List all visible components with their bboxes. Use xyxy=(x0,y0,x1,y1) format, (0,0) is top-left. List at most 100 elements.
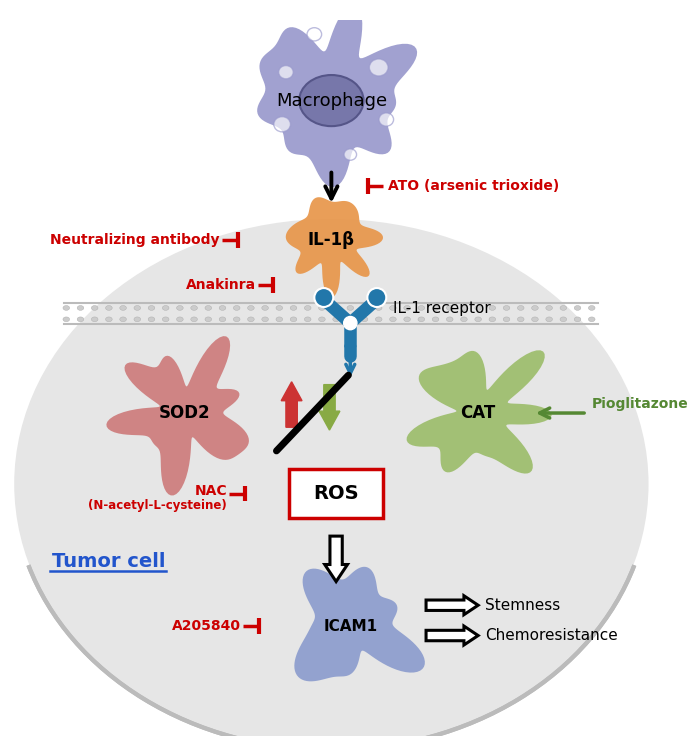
Ellipse shape xyxy=(546,305,552,310)
Ellipse shape xyxy=(307,28,321,41)
Ellipse shape xyxy=(418,305,425,310)
Ellipse shape xyxy=(404,305,410,310)
Ellipse shape xyxy=(344,149,356,160)
Text: Neutralizing antibody: Neutralizing antibody xyxy=(50,233,220,246)
Ellipse shape xyxy=(162,317,169,321)
Text: CAT: CAT xyxy=(461,404,496,422)
Ellipse shape xyxy=(404,317,410,321)
Text: ICAM1: ICAM1 xyxy=(323,618,377,634)
Ellipse shape xyxy=(517,317,524,321)
Ellipse shape xyxy=(274,116,290,132)
Ellipse shape xyxy=(390,305,396,310)
Ellipse shape xyxy=(432,317,439,321)
Ellipse shape xyxy=(290,305,297,310)
Ellipse shape xyxy=(219,305,226,310)
Ellipse shape xyxy=(304,305,311,310)
FancyArrow shape xyxy=(325,536,347,581)
Ellipse shape xyxy=(148,317,155,321)
Ellipse shape xyxy=(314,288,333,307)
Ellipse shape xyxy=(299,75,363,126)
Ellipse shape xyxy=(375,317,382,321)
Ellipse shape xyxy=(318,305,326,310)
Ellipse shape xyxy=(531,317,538,321)
Text: Macrophage: Macrophage xyxy=(276,91,387,110)
Ellipse shape xyxy=(546,317,552,321)
Text: A205840: A205840 xyxy=(172,619,241,633)
Ellipse shape xyxy=(375,305,382,310)
Ellipse shape xyxy=(106,317,112,321)
Ellipse shape xyxy=(461,305,467,310)
Ellipse shape xyxy=(262,317,268,321)
Ellipse shape xyxy=(344,317,357,330)
Ellipse shape xyxy=(134,317,141,321)
Text: Anakinra: Anakinra xyxy=(186,278,256,293)
FancyArrow shape xyxy=(426,596,478,615)
Ellipse shape xyxy=(390,317,396,321)
Ellipse shape xyxy=(361,317,368,321)
Ellipse shape xyxy=(205,305,211,310)
Ellipse shape xyxy=(368,288,386,307)
Ellipse shape xyxy=(205,317,211,321)
Ellipse shape xyxy=(148,305,155,310)
Ellipse shape xyxy=(304,317,311,321)
Polygon shape xyxy=(294,567,425,681)
Ellipse shape xyxy=(63,317,69,321)
Text: SOD2: SOD2 xyxy=(159,404,211,422)
Ellipse shape xyxy=(176,317,183,321)
Ellipse shape xyxy=(233,305,240,310)
Ellipse shape xyxy=(489,305,496,310)
Ellipse shape xyxy=(489,317,496,321)
Ellipse shape xyxy=(560,305,567,310)
Ellipse shape xyxy=(332,317,340,321)
Text: Stemness: Stemness xyxy=(485,598,560,612)
Text: IL-1β: IL-1β xyxy=(308,231,355,249)
Ellipse shape xyxy=(233,317,240,321)
Ellipse shape xyxy=(560,317,567,321)
Ellipse shape xyxy=(191,305,197,310)
Ellipse shape xyxy=(347,317,354,321)
Text: ROS: ROS xyxy=(314,484,359,503)
Ellipse shape xyxy=(290,317,297,321)
Ellipse shape xyxy=(219,317,226,321)
Ellipse shape xyxy=(475,305,482,310)
Ellipse shape xyxy=(447,317,453,321)
Ellipse shape xyxy=(361,305,368,310)
Polygon shape xyxy=(257,5,417,187)
Ellipse shape xyxy=(248,305,254,310)
Ellipse shape xyxy=(517,305,524,310)
Ellipse shape xyxy=(191,317,197,321)
Ellipse shape xyxy=(589,317,595,321)
Text: Pioglitazone: Pioglitazone xyxy=(592,397,689,411)
Ellipse shape xyxy=(461,317,467,321)
Ellipse shape xyxy=(276,317,283,321)
Text: IL-1 receptor: IL-1 receptor xyxy=(393,302,491,316)
Ellipse shape xyxy=(276,305,283,310)
Text: Chemoresistance: Chemoresistance xyxy=(485,628,617,643)
Ellipse shape xyxy=(92,317,98,321)
Polygon shape xyxy=(407,350,552,473)
Ellipse shape xyxy=(279,66,293,79)
Ellipse shape xyxy=(531,305,538,310)
Ellipse shape xyxy=(318,317,326,321)
Ellipse shape xyxy=(63,305,69,310)
Ellipse shape xyxy=(432,305,439,310)
Ellipse shape xyxy=(447,305,453,310)
Polygon shape xyxy=(106,336,249,495)
Ellipse shape xyxy=(134,305,141,310)
Text: ATO (arsenic trioxide): ATO (arsenic trioxide) xyxy=(389,179,559,193)
Ellipse shape xyxy=(106,305,112,310)
Ellipse shape xyxy=(176,305,183,310)
Ellipse shape xyxy=(475,317,482,321)
Ellipse shape xyxy=(418,317,425,321)
Ellipse shape xyxy=(248,317,254,321)
Ellipse shape xyxy=(77,305,84,310)
Polygon shape xyxy=(286,197,383,298)
Ellipse shape xyxy=(262,305,268,310)
FancyArrow shape xyxy=(281,382,302,427)
FancyBboxPatch shape xyxy=(289,469,384,518)
Text: NAC: NAC xyxy=(195,484,228,497)
Ellipse shape xyxy=(503,305,510,310)
Ellipse shape xyxy=(92,305,98,310)
FancyArrow shape xyxy=(319,385,340,430)
Text: (N-acetyl-L-cysteine): (N-acetyl-L-cysteine) xyxy=(88,499,228,513)
